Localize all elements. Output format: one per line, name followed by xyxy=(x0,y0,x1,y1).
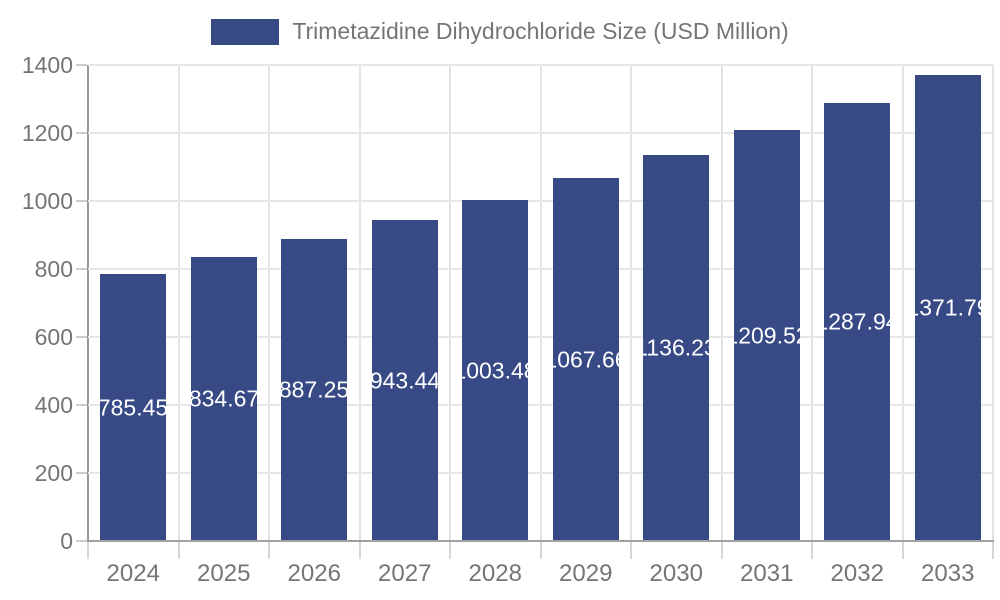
x-tick-label-2026: 2026 xyxy=(287,560,341,587)
bar-value-label: 1287.94 xyxy=(824,308,890,335)
y-axis-tick xyxy=(76,404,87,406)
bar-value-label: 1371.79 xyxy=(915,294,981,321)
bar-value-label: 834.67 xyxy=(191,385,257,412)
y-tick-label: 1200 xyxy=(21,120,73,146)
y-gridline xyxy=(88,132,993,134)
y-gridline xyxy=(88,404,993,406)
y-axis-tick xyxy=(76,64,87,66)
x-gridline xyxy=(449,65,451,541)
y-tick-label: 0 xyxy=(60,528,73,554)
y-axis-tick xyxy=(76,540,87,542)
y-tick-label: 400 xyxy=(34,392,73,418)
x-gridline xyxy=(811,65,813,541)
bar-2026[interactable]: 887.25 xyxy=(281,239,347,541)
bar-value-label: 1209.52 xyxy=(734,322,800,348)
y-gridline xyxy=(88,64,993,66)
x-axis-tick xyxy=(720,542,723,559)
bar-2027[interactable]: 943.44 xyxy=(372,220,438,541)
y-axis-line xyxy=(87,65,89,541)
bar-2031[interactable]: 1209.52 xyxy=(734,130,800,541)
x-tick-label-2033: 2033 xyxy=(921,560,975,587)
x-tick-label-2024: 2024 xyxy=(106,560,160,587)
x-gridline xyxy=(358,65,361,541)
bar-value-label: 943.44 xyxy=(372,367,438,393)
bar-value-label: 1067.66 xyxy=(553,346,619,372)
x-tick-label-2030: 2030 xyxy=(649,560,703,587)
legend-swatch-icon xyxy=(211,18,280,45)
x-tick-label-2028: 2028 xyxy=(468,560,522,587)
x-axis-line xyxy=(87,540,994,542)
y-gridline xyxy=(88,336,993,338)
y-gridline xyxy=(88,268,993,270)
x-axis-tick xyxy=(358,542,361,559)
y-axis-tick xyxy=(76,200,87,202)
bar-2028[interactable]: 1003.48 xyxy=(462,200,528,541)
x-gridline xyxy=(992,65,994,541)
y-axis-tick xyxy=(76,132,87,134)
plot-area: 785.45 834.67 887.25 943.44 1003.48 1067.66 11… xyxy=(88,64,994,541)
bar-2024[interactable]: 785.45 xyxy=(100,274,166,541)
x-axis-tick xyxy=(177,542,180,559)
x-tick-label-2032: 2032 xyxy=(830,560,884,587)
legend[interactable]: Trimetazidine Dihydrochloride Size (USD … xyxy=(0,18,1000,45)
bar-2033[interactable]: 1371.79 xyxy=(915,75,981,541)
x-gridline xyxy=(630,65,632,541)
x-axis-tick xyxy=(87,542,89,559)
x-gridline xyxy=(901,65,904,541)
y-tick-label: 1000 xyxy=(21,188,73,214)
x-tick-label-2029: 2029 xyxy=(559,560,613,587)
x-axis-tick xyxy=(449,542,451,559)
x-gridline xyxy=(268,65,270,541)
bar-2030[interactable]: 1136.23 xyxy=(643,155,709,541)
x-tick-label-2025: 2025 xyxy=(197,560,251,587)
y-axis-tick xyxy=(76,472,87,474)
y-tick-label: 200 xyxy=(34,460,73,486)
x-tick-label-2031: 2031 xyxy=(740,560,794,587)
y-axis-tick xyxy=(76,336,87,338)
bar-value-label: 1003.48 xyxy=(462,357,528,383)
bar-2032[interactable]: 1287.94 xyxy=(824,103,890,541)
x-axis-tick xyxy=(630,542,632,559)
x-tick-label-2027: 2027 xyxy=(378,560,432,587)
y-tick-label: 800 xyxy=(34,256,73,282)
legend-label: Trimetazidine Dihydrochloride Size (USD … xyxy=(292,18,789,44)
x-axis-tick xyxy=(992,542,994,559)
x-axis-tick xyxy=(901,542,904,559)
x-axis-tick xyxy=(539,542,542,559)
y-gridline xyxy=(88,200,993,202)
bar-2025[interactable]: 834.67 xyxy=(191,257,257,541)
y-axis-tick xyxy=(76,268,87,270)
x-gridline xyxy=(720,65,723,541)
x-axis-tick xyxy=(268,542,270,559)
x-gridline xyxy=(539,65,542,541)
y-tick-label: 600 xyxy=(34,324,73,350)
x-axis-tick xyxy=(811,542,813,559)
bar-value-label: 785.45 xyxy=(100,394,166,420)
bar-value-label: 1136.23 xyxy=(643,334,709,361)
y-tick-label: 1400 xyxy=(21,52,73,78)
x-gridline xyxy=(177,65,180,541)
bar-2029[interactable]: 1067.66 xyxy=(553,178,619,541)
bar-value-label: 887.25 xyxy=(281,376,347,403)
y-gridline xyxy=(88,472,993,474)
